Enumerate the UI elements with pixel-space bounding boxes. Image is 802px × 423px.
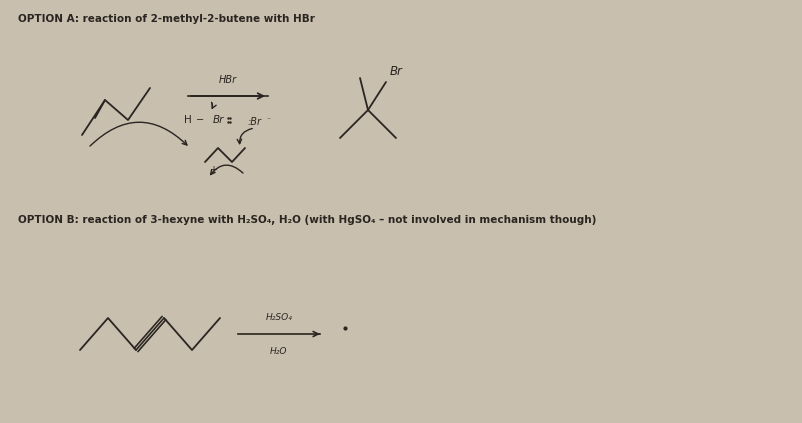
- Text: Br: Br: [390, 65, 403, 78]
- Text: :Br: :Br: [248, 117, 261, 127]
- Text: −: −: [196, 115, 204, 125]
- Text: HBr: HBr: [219, 75, 237, 85]
- Text: H₂O: H₂O: [270, 347, 287, 356]
- Text: H₂SO₄: H₂SO₄: [265, 313, 292, 322]
- Text: OPTION A: reaction of 2-methyl-2-butene with HBr: OPTION A: reaction of 2-methyl-2-butene …: [18, 14, 314, 24]
- Text: Br: Br: [212, 115, 224, 125]
- Text: +: +: [209, 165, 217, 175]
- Text: OPTION B: reaction of 3-hexyne with H₂SO₄, H₂O (with HgSO₄ – not involved in mec: OPTION B: reaction of 3-hexyne with H₂SO…: [18, 215, 596, 225]
- Text: ⁻: ⁻: [265, 115, 269, 124]
- Text: H: H: [184, 115, 192, 125]
